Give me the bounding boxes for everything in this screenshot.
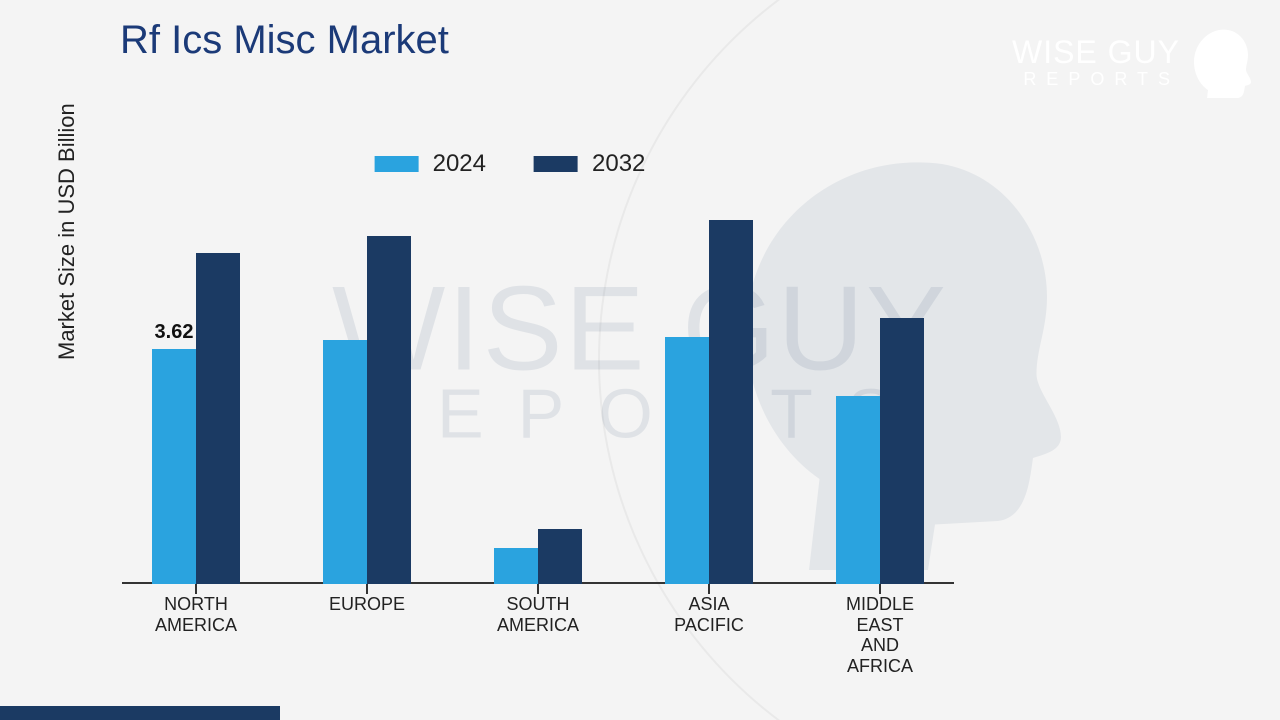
bar-2032 bbox=[538, 529, 582, 584]
bar-2024 bbox=[836, 396, 880, 585]
chart-plot: 3.62 bbox=[122, 194, 954, 584]
legend-label-2032: 2032 bbox=[592, 150, 645, 178]
x-axis-labels: NORTH AMERICA EUROPE SOUTH AMERICA ASIA PAC… bbox=[122, 594, 954, 677]
bar-2032 bbox=[709, 220, 753, 584]
chart-legend: 2024 2032 bbox=[375, 150, 646, 178]
legend-swatch-2032 bbox=[534, 156, 578, 172]
bottom-left-accent bbox=[0, 706, 280, 720]
brand-logo-main: WISE GUY bbox=[1012, 36, 1180, 68]
x-axis-label: EUROPE bbox=[297, 594, 437, 677]
bar-2024: 3.62 bbox=[152, 349, 196, 584]
legend-item-2032: 2032 bbox=[534, 150, 645, 178]
x-axis-label: MIDDLE EAST AND AFRICA bbox=[810, 594, 950, 677]
brand-logo-text: WISE GUY REPORTS bbox=[1012, 36, 1180, 90]
bar-value-label: 3.62 bbox=[155, 321, 194, 344]
bar-group bbox=[810, 194, 950, 584]
x-tick bbox=[195, 584, 197, 594]
x-axis-label: ASIA PACIFIC bbox=[639, 594, 779, 677]
bar-2024 bbox=[494, 548, 538, 584]
bar-2024 bbox=[323, 340, 367, 584]
x-axis-label: NORTH AMERICA bbox=[126, 594, 266, 677]
x-tick bbox=[366, 584, 368, 594]
bar-group bbox=[639, 194, 779, 584]
bar-group bbox=[297, 194, 437, 584]
chart-area: Market Size in USD Billion 2024 2032 3.6… bbox=[60, 150, 960, 690]
brand-logo: WISE GUY REPORTS bbox=[992, 18, 1252, 108]
brand-logo-sub: REPORTS bbox=[1012, 70, 1180, 90]
bar-2024 bbox=[665, 337, 709, 584]
brand-logo-head-icon bbox=[1190, 28, 1252, 98]
bar-groups: 3.62 bbox=[122, 194, 954, 584]
bar-2032 bbox=[367, 236, 411, 584]
x-axis-label: SOUTH AMERICA bbox=[468, 594, 608, 677]
x-tick bbox=[708, 584, 710, 594]
bar-group bbox=[468, 194, 608, 584]
x-tick bbox=[879, 584, 881, 594]
legend-label-2024: 2024 bbox=[433, 150, 486, 178]
legend-item-2024: 2024 bbox=[375, 150, 486, 178]
legend-swatch-2024 bbox=[375, 156, 419, 172]
page-root: WISE GUY REPORTS Rf Ics Misc Market WISE… bbox=[0, 0, 1280, 720]
y-axis-label: Market Size in USD Billion bbox=[54, 103, 80, 360]
bar-2032 bbox=[196, 253, 240, 585]
chart-title: Rf Ics Misc Market bbox=[120, 18, 449, 63]
bar-group: 3.62 bbox=[126, 194, 266, 584]
bar-2032 bbox=[880, 318, 924, 585]
x-tick bbox=[537, 584, 539, 594]
